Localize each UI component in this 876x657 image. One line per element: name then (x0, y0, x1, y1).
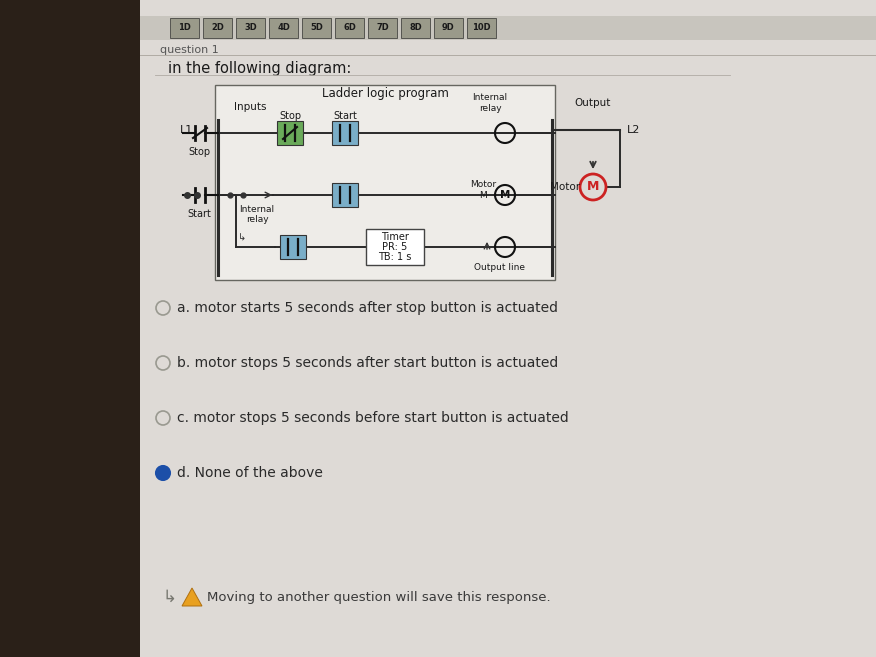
Text: 7D: 7D (376, 24, 389, 32)
Text: L2: L2 (627, 125, 640, 135)
Text: TB: 1 s: TB: 1 s (378, 252, 412, 262)
Bar (332, 183, 358, 207)
Bar (0, 0, 140, 657)
Text: 6D: 6D (343, 24, 356, 32)
Text: 9D: 9D (442, 24, 455, 32)
Text: M: M (500, 190, 510, 200)
Bar (140, 0, 876, 657)
Bar (140, 0, 876, 657)
Text: Internal
relay: Internal relay (472, 93, 507, 113)
Text: Stop: Stop (279, 111, 301, 121)
Text: 4D: 4D (277, 24, 290, 32)
Bar (215, 85, 555, 280)
Circle shape (156, 466, 170, 480)
Text: 8D: 8D (409, 24, 422, 32)
Text: a. motor starts 5 seconds after stop button is actuated: a. motor starts 5 seconds after stop but… (177, 301, 558, 315)
Text: 1D: 1D (178, 24, 191, 32)
Text: Motor: Motor (550, 182, 580, 192)
Bar (203, 18, 232, 38)
Text: 3D: 3D (244, 24, 257, 32)
Text: question 1: question 1 (160, 45, 219, 55)
Bar (366, 229, 424, 265)
Bar (302, 18, 331, 38)
Bar (236, 18, 265, 38)
Text: d. None of the above: d. None of the above (177, 466, 323, 480)
Polygon shape (182, 588, 202, 606)
Text: Ladder logic program: Ladder logic program (321, 87, 449, 101)
Bar (401, 18, 430, 38)
Text: Inputs: Inputs (234, 102, 266, 112)
Bar (280, 235, 306, 259)
Text: c. motor stops 5 seconds before start button is actuated: c. motor stops 5 seconds before start bu… (177, 411, 569, 425)
Bar (467, 18, 496, 38)
Bar (170, 18, 199, 38)
Bar (434, 18, 463, 38)
Text: 5D: 5D (310, 24, 323, 32)
Text: Start: Start (187, 209, 211, 219)
Text: 10D: 10D (472, 24, 491, 32)
Text: in the following diagram:: in the following diagram: (168, 60, 351, 76)
Text: Internal
relay: Internal relay (239, 205, 274, 225)
Text: PR: 5: PR: 5 (383, 242, 407, 252)
Bar (140, 16, 876, 40)
Text: Output: Output (575, 98, 611, 108)
Text: Timer: Timer (381, 232, 409, 242)
Bar (269, 18, 298, 38)
Text: Stop: Stop (188, 147, 210, 157)
Bar (335, 18, 364, 38)
Text: Output line: Output line (475, 263, 526, 273)
Bar (332, 121, 358, 145)
Bar (368, 18, 397, 38)
Text: b. motor stops 5 seconds after start button is actuated: b. motor stops 5 seconds after start but… (177, 356, 558, 370)
Text: 2D: 2D (211, 24, 224, 32)
Text: ↳: ↳ (238, 232, 246, 242)
Text: Motor
M: Motor M (470, 180, 496, 200)
Text: L1: L1 (180, 125, 193, 135)
Text: Moving to another question will save this response.: Moving to another question will save thi… (207, 591, 551, 604)
Text: Start: Start (333, 111, 357, 121)
Text: ↳: ↳ (162, 588, 176, 606)
Text: M: M (587, 181, 599, 194)
Bar (277, 121, 303, 145)
